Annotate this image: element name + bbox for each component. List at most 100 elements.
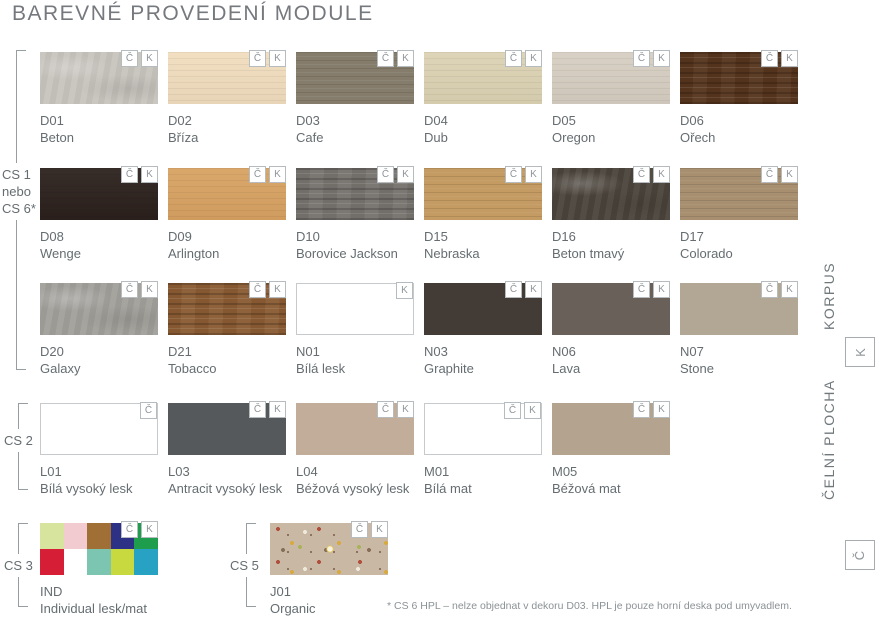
front-badge: Č bbox=[121, 166, 138, 183]
front-side-badge: Č bbox=[845, 540, 875, 570]
korpus-badge: K bbox=[141, 50, 158, 67]
group-label-cs1: CS 1 nebo CS 6* bbox=[2, 163, 38, 220]
swatch-name: Graphite bbox=[424, 361, 474, 376]
korpus-badge: K bbox=[397, 401, 414, 418]
group-label-line: nebo bbox=[2, 184, 31, 199]
front-badge: Č bbox=[761, 50, 778, 67]
korpus-badge: K bbox=[397, 166, 414, 183]
swatch-D04: Č K D04 Dub bbox=[424, 50, 542, 145]
front-badge: Č bbox=[121, 281, 138, 298]
front-badge: Č bbox=[377, 166, 394, 183]
front-badge: Č bbox=[761, 166, 778, 183]
swatch-code: L03 bbox=[168, 464, 190, 479]
color-cell bbox=[110, 549, 135, 575]
swatch-L03: Č K L03 Antracit vysoký lesk bbox=[168, 401, 286, 496]
korpus-badge: K bbox=[269, 281, 286, 298]
swatch-D10: Č K D10 Borovice Jackson bbox=[296, 166, 414, 261]
swatch-D17: Č K D17 Colorado bbox=[680, 166, 798, 261]
front-badge: Č bbox=[121, 521, 138, 538]
swatch-D15: Č K D15 Nebraska bbox=[424, 166, 542, 261]
front-side-label: ČELNÍ PLOCHA bbox=[821, 379, 837, 500]
swatch-N07: Č K N07 Stone bbox=[680, 281, 798, 376]
swatch-code: D09 bbox=[168, 229, 192, 244]
swatch-code: N01 bbox=[296, 344, 320, 359]
swatch-name: Arlington bbox=[168, 246, 220, 261]
swatch-name: Beton bbox=[40, 130, 74, 145]
swatch-J01: Č K J01 Organic bbox=[270, 521, 388, 616]
korpus-badge: K bbox=[396, 282, 413, 299]
swatch-code: IND bbox=[40, 584, 63, 599]
front-badge: Č bbox=[377, 401, 394, 418]
swatch-code: D21 bbox=[168, 344, 192, 359]
color-cell bbox=[63, 523, 88, 549]
front-badge: Č bbox=[504, 402, 521, 419]
color-cell bbox=[40, 523, 64, 549]
front-badge: Č bbox=[377, 50, 394, 67]
swatch-code: D15 bbox=[424, 229, 448, 244]
group-label-cs2: CS 2 bbox=[4, 429, 35, 452]
swatch-code: D08 bbox=[40, 229, 64, 244]
korpus-badge: K bbox=[269, 166, 286, 183]
swatch-code: L04 bbox=[296, 464, 318, 479]
color-cell bbox=[87, 549, 111, 575]
color-cell bbox=[40, 549, 64, 575]
swatch-D20: Č K D20 Galaxy bbox=[40, 281, 158, 376]
front-badge: Č bbox=[633, 401, 650, 418]
korpus-badge: K bbox=[653, 50, 670, 67]
korpus-side-badge: K bbox=[845, 337, 875, 367]
swatch-code: D01 bbox=[40, 113, 64, 128]
front-badge: Č bbox=[633, 281, 650, 298]
swatch-name: Individual lesk/mat bbox=[40, 601, 147, 616]
korpus-badge: K bbox=[141, 166, 158, 183]
swatch-name: Lava bbox=[552, 361, 581, 376]
swatch-D16: Č K D16 Beton tmavý bbox=[552, 166, 670, 261]
swatch-D06: Č K D06 Ořech bbox=[680, 50, 798, 145]
swatch-name: Bílá lesk bbox=[296, 361, 346, 376]
swatch-name: Oregon bbox=[552, 130, 596, 145]
swatch-code: N06 bbox=[552, 344, 576, 359]
front-badge: Č bbox=[249, 281, 266, 298]
front-badge: Č bbox=[505, 281, 522, 298]
swatch-M05: Č K M05 Béžová mat bbox=[552, 401, 670, 496]
korpus-badge: K bbox=[781, 50, 798, 67]
swatch-D02: Č K D02 Bříza bbox=[168, 50, 286, 145]
swatch-code: D16 bbox=[552, 229, 576, 244]
korpus-badge: K bbox=[781, 281, 798, 298]
swatch-D09: Č K D09 Arlington bbox=[168, 166, 286, 261]
korpus-side-label: KORPUS bbox=[821, 261, 837, 330]
color-cell bbox=[134, 549, 158, 575]
front-badge: Č bbox=[761, 281, 778, 298]
swatch-name: Beton tmavý bbox=[552, 246, 625, 261]
swatch-M01: Č K M01 Bílá mat bbox=[424, 402, 542, 496]
swatch-name: Wenge bbox=[40, 246, 81, 261]
swatch-name: Borovice Jackson bbox=[296, 246, 398, 261]
swatch-N01: K N01 Bílá lesk bbox=[296, 282, 414, 376]
swatch-name: Antracit vysoký lesk bbox=[168, 481, 283, 496]
swatch-D08: Č K D08 Wenge bbox=[40, 166, 158, 261]
korpus-badge: K bbox=[269, 50, 286, 67]
